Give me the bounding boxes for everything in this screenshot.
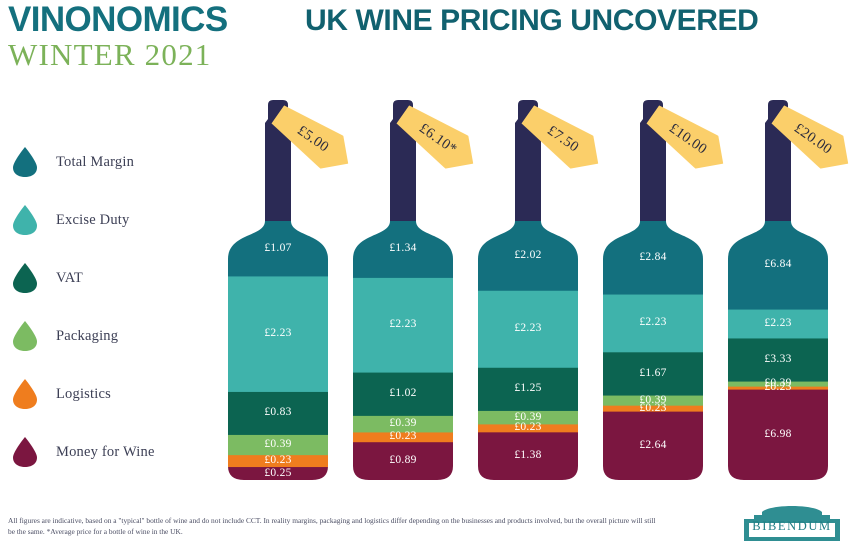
legend-item-label: Total Margin <box>56 153 135 170</box>
segment-money-for-wine <box>603 411 703 480</box>
segment-total-margin <box>228 221 328 277</box>
teardrop-icon <box>12 436 38 468</box>
bottle-shape <box>603 100 703 480</box>
legend-item-vat: VAT <box>8 249 213 307</box>
segment-total-margin <box>478 221 578 292</box>
segment-packaging <box>728 381 828 388</box>
legend-item-logistics: Logistics <box>8 365 213 423</box>
bottle-2: £1.34 £2.23 £1.02 £0.39 £0.23 £0.89 £6.10* <box>347 97 474 487</box>
segment-excise-duty <box>228 276 328 393</box>
bottle-shape <box>353 100 453 480</box>
page-title: UK WINE PRICING UNCOVERED <box>305 4 759 37</box>
bottle-3: £2.02 £2.23 £1.25 £0.39 £0.23 £1.38 £7.50 <box>472 97 599 487</box>
bibendum-logo-icon <box>744 506 840 541</box>
segment-logistics <box>478 424 578 433</box>
teardrop-icon <box>12 320 38 352</box>
bottle-shape <box>478 100 578 480</box>
segment-logistics <box>728 386 828 391</box>
segment-money-for-wine <box>353 442 453 480</box>
bottle-shape <box>728 100 828 480</box>
price-tag: £6.10* <box>391 98 484 180</box>
footnote: All figures are indicative, based on a "… <box>8 516 656 536</box>
price-tag-icon <box>771 105 849 169</box>
price-tag-icon <box>396 105 474 169</box>
segment-total-margin <box>353 221 453 279</box>
bottle-5: £6.84 £2.23 £3.33 £0.39 £0.23 £6.98 £20.00 <box>722 97 849 487</box>
segment-money-for-wine <box>228 467 328 480</box>
segment-excise-duty <box>603 294 703 353</box>
price-tag: £7.50 <box>516 98 609 180</box>
price-tag: £20.00 <box>766 98 850 180</box>
price-tag: £10.00 <box>641 98 734 180</box>
teardrop-icon <box>12 204 38 236</box>
bottle-1: £1.07 £2.23 £0.83 £0.39 £0.23 £0.25 £5.00 <box>222 97 349 487</box>
bibendum-logo: BIBENDUM <box>740 505 844 545</box>
segment-logistics <box>228 455 328 468</box>
segment-vat <box>728 338 828 382</box>
bottle-4: £2.84 £2.23 £1.67 £0.39 £0.23 £2.64 £10.00 <box>597 97 724 487</box>
legend-item-money-for-wine: Money for Wine <box>8 423 213 481</box>
segment-packaging <box>478 410 578 425</box>
segment-excise-duty <box>353 277 453 373</box>
price-tag-icon <box>521 105 599 169</box>
segment-money-for-wine <box>728 389 828 480</box>
teardrop-icon <box>12 378 38 410</box>
segment-vat <box>603 352 703 396</box>
segment-vat <box>228 391 328 436</box>
legend-item-excise-duty: Excise Duty <box>8 191 213 249</box>
season-subtitle: WINTER 2021 <box>8 37 212 72</box>
legend-item-label: Money for Wine <box>56 443 155 460</box>
brand-title: VINONOMICS <box>8 0 228 39</box>
segment-packaging <box>228 434 328 456</box>
legend: Total Margin Excise Duty VAT Packaging Logis… <box>8 133 213 481</box>
segment-total-margin <box>728 221 828 310</box>
teardrop-icon <box>12 262 38 294</box>
bottle-shape <box>228 100 328 480</box>
segment-packaging <box>353 415 453 433</box>
segment-excise-duty <box>728 309 828 339</box>
segment-vat <box>353 372 453 417</box>
segment-money-for-wine <box>478 432 578 480</box>
legend-item-label: Packaging <box>56 327 119 344</box>
legend-item-packaging: Packaging <box>8 307 213 365</box>
price-tag-icon <box>646 105 724 169</box>
segment-logistics <box>603 405 703 413</box>
segment-packaging <box>603 395 703 407</box>
legend-item-total-margin: Total Margin <box>8 133 213 191</box>
teardrop-icon <box>12 146 38 178</box>
segment-excise-duty <box>478 290 578 369</box>
segment-total-margin <box>603 221 703 295</box>
header-left: VINONOMICS WINTER 2021 <box>8 2 228 72</box>
segment-logistics <box>353 432 453 443</box>
legend-item-label: Excise Duty <box>56 211 130 228</box>
bibendum-logo-text: BIBENDUM <box>752 519 832 533</box>
legend-item-label: Logistics <box>56 385 111 402</box>
segment-vat <box>478 367 578 412</box>
price-tag: £5.00 <box>266 98 359 180</box>
legend-item-label: VAT <box>56 269 83 286</box>
bottle-chart: £1.07 £2.23 £0.83 £0.39 £0.23 £0.25 £5.00 £1.34… <box>222 97 850 487</box>
price-tag-icon <box>271 105 349 169</box>
